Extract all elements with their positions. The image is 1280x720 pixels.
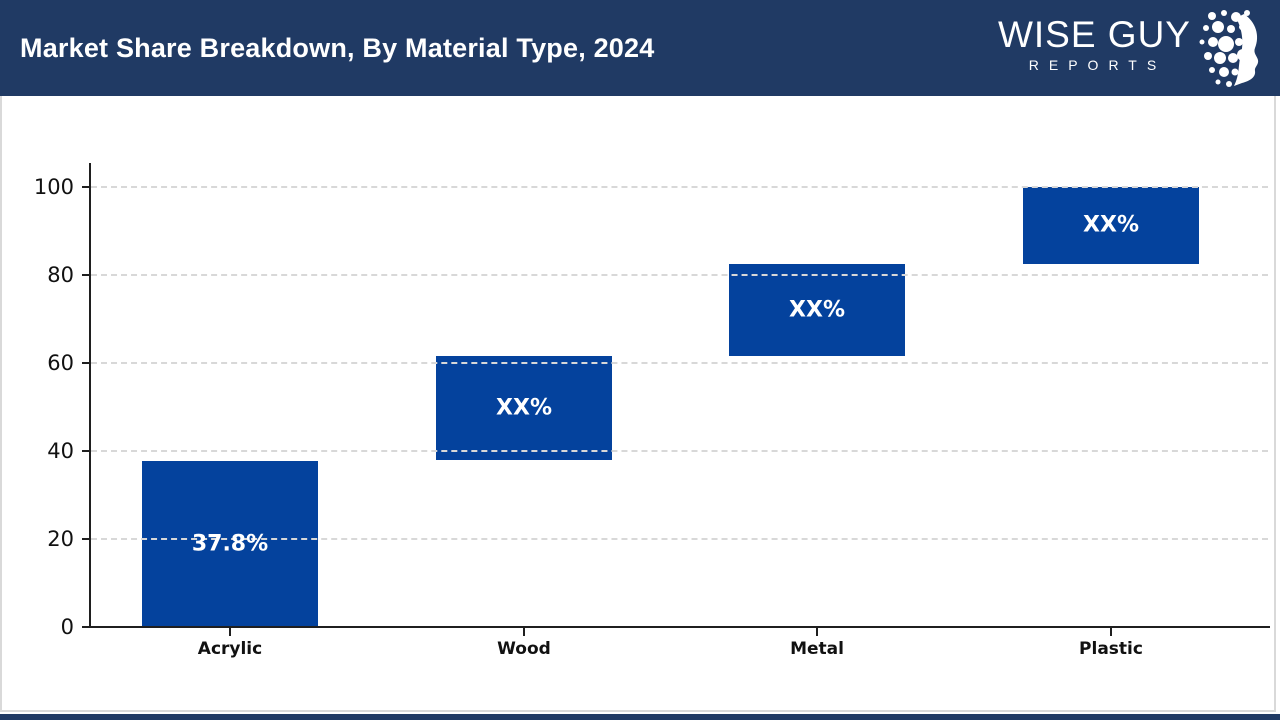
- logo-subtext: REPORTS: [1028, 57, 1167, 73]
- logo: WISE GUY REPORTS: [998, 4, 1266, 92]
- x-axis-category-label: Metal: [790, 639, 844, 659]
- logo-head-icon: [1199, 10, 1259, 87]
- y-axis-tick-label: 80: [47, 263, 74, 287]
- page-title: Market Share Breakdown, By Material Type…: [20, 32, 655, 63]
- y-axis-tick-mark: [82, 362, 89, 364]
- waterfall-bar-metal: [729, 263, 905, 356]
- y-axis-tick-label: 40: [47, 439, 74, 463]
- x-axis-category-label: Plastic: [1079, 639, 1143, 659]
- waterfall-bar-acrylic: [142, 460, 318, 627]
- y-axis-tick-mark: [82, 450, 89, 452]
- gridline: [91, 186, 1268, 188]
- gridline: [91, 450, 1268, 452]
- x-axis-category-label: Wood: [497, 639, 551, 659]
- x-axis-line: [89, 626, 1270, 628]
- gridline: [91, 538, 1268, 540]
- gridline: [91, 362, 1268, 364]
- y-axis-tick-mark: [82, 274, 89, 276]
- footer-bar: [0, 714, 1280, 720]
- y-axis-tick-label: 100: [33, 175, 74, 199]
- y-axis-tick-label: 20: [47, 527, 74, 551]
- logo-wordmark: WISE GUY: [997, 14, 1191, 55]
- y-axis-tick-label: 60: [47, 351, 74, 375]
- y-axis-line: [89, 163, 91, 627]
- bar-value-label: XX%: [789, 297, 845, 323]
- y-axis-tick-mark: [82, 538, 89, 540]
- y-axis-tick-label: 0: [60, 615, 74, 639]
- x-axis-tick-mark: [523, 628, 525, 636]
- header: Market Share Breakdown, By Material Type…: [0, 0, 1280, 96]
- bar-value-label: XX%: [496, 395, 552, 421]
- y-axis-tick-mark: [82, 626, 89, 628]
- waterfall-bar-wood: [436, 356, 612, 460]
- x-axis-tick-mark: [1110, 628, 1112, 636]
- x-axis-category-label: Acrylic: [197, 639, 263, 659]
- x-axis-tick-mark: [816, 628, 818, 636]
- bar-value-label: 37.8%: [191, 531, 269, 557]
- logo-text: WISE GUY REPORTS: [997, 14, 1191, 74]
- y-axis-tick-mark: [82, 186, 89, 188]
- gridline: [91, 274, 1268, 276]
- bar-value-label: XX%: [1083, 212, 1139, 238]
- x-axis-tick-mark: [229, 628, 231, 636]
